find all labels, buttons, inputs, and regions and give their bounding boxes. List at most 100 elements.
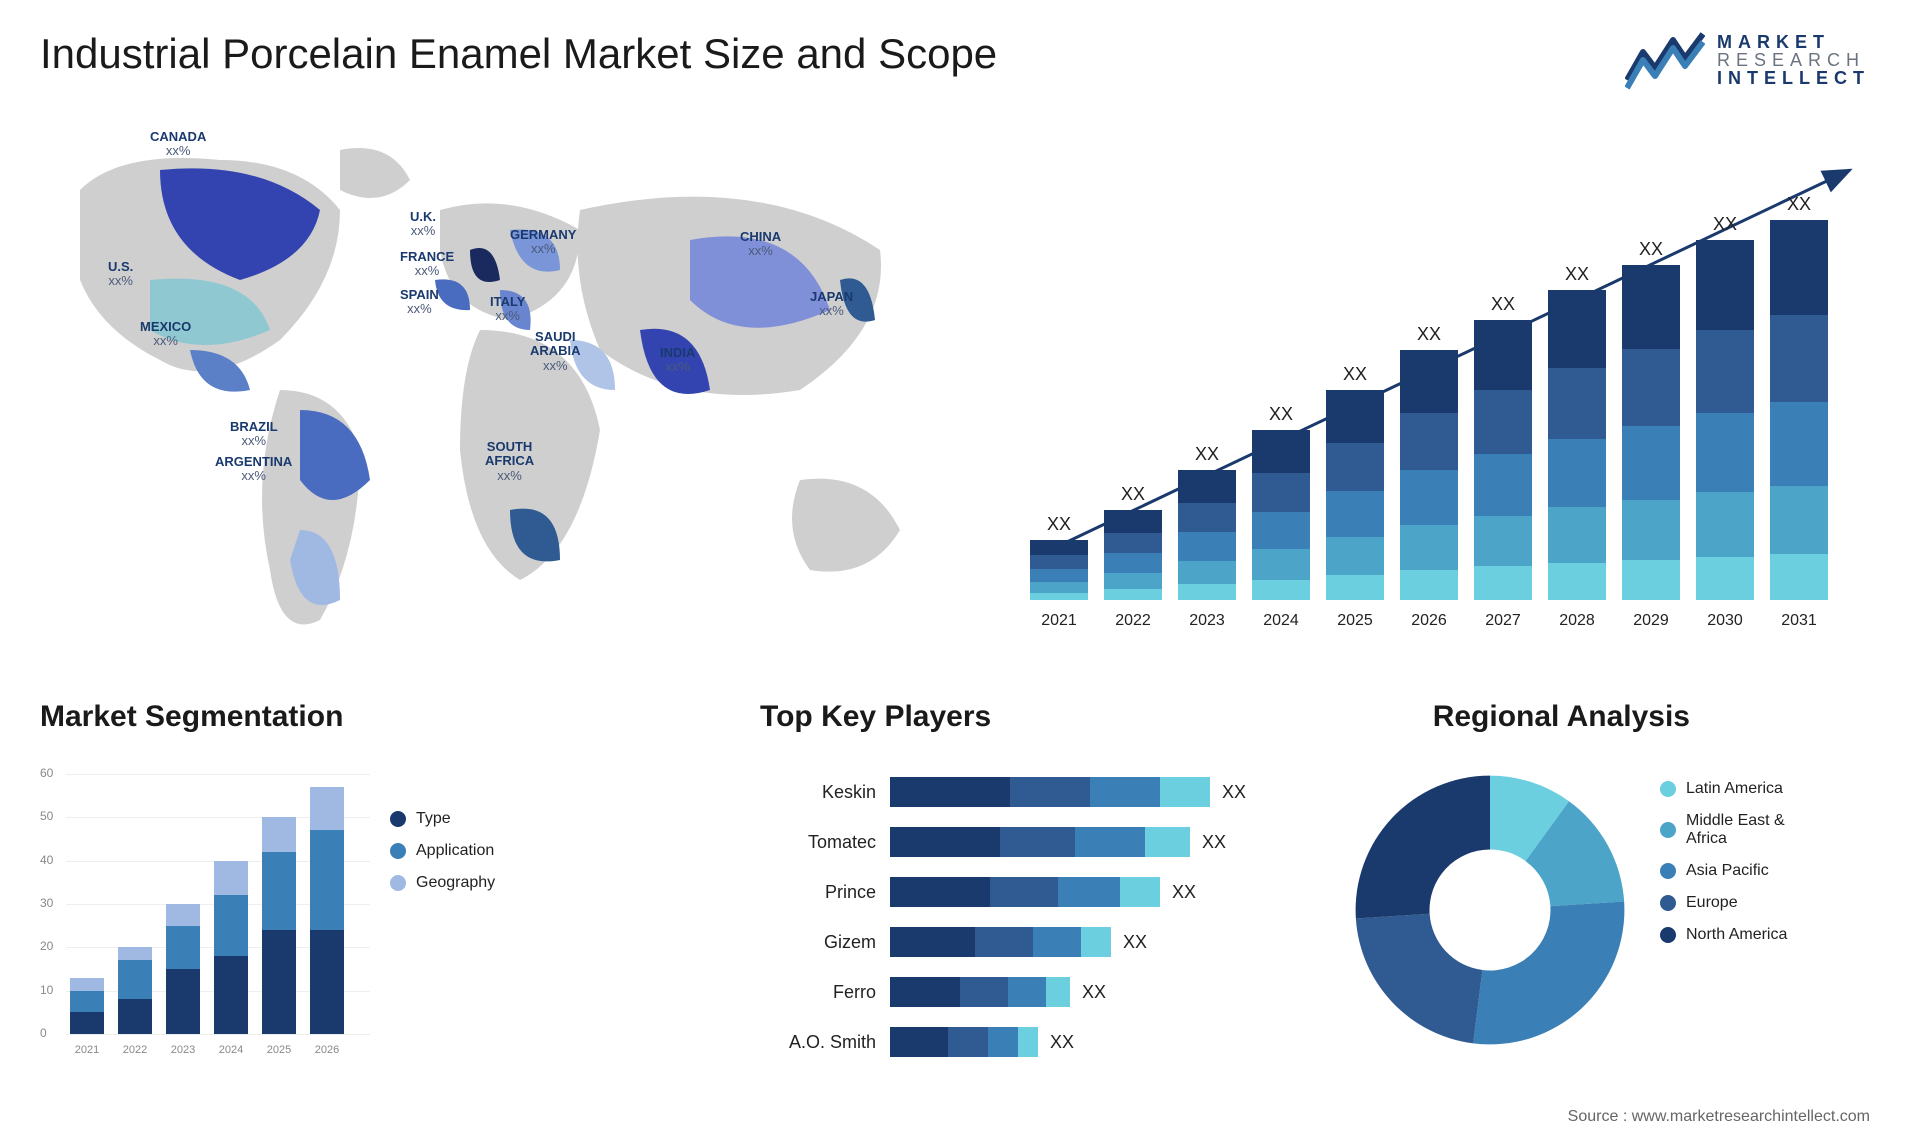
bar-segment <box>118 947 152 960</box>
legend-swatch-icon <box>1660 863 1676 879</box>
map-label: CANADAxx% <box>150 130 206 159</box>
player-row: FerroXX <box>760 970 1280 1014</box>
growth-bar: XX <box>1178 470 1236 600</box>
bar-value-label: XX <box>1104 484 1162 505</box>
legend-item: Europe <box>1660 894 1787 912</box>
bar-segment <box>1160 777 1210 807</box>
legend-label: Asia Pacific <box>1686 862 1769 880</box>
bar-segment <box>310 930 344 1034</box>
bar-segment <box>1030 540 1088 555</box>
player-value: XX <box>1123 932 1147 953</box>
bar-segment <box>166 904 200 926</box>
bar-value-label: XX <box>1400 324 1458 345</box>
growth-x-label: 2030 <box>1696 612 1754 630</box>
bar-segment <box>1622 560 1680 600</box>
growth-bar: XX <box>1622 265 1680 600</box>
bar-segment <box>1104 573 1162 589</box>
map-label: SOUTHAFRICAxx% <box>485 440 534 483</box>
legend-item: Type <box>390 810 495 828</box>
bar-segment <box>1400 470 1458 525</box>
growth-x-label: 2025 <box>1326 612 1384 630</box>
seg-x-label: 2025 <box>262 1044 296 1056</box>
bar-segment <box>1252 430 1310 473</box>
y-tick-label: 60 <box>40 766 53 780</box>
segmentation-title: Market Segmentation <box>40 700 343 734</box>
player-value: XX <box>1222 782 1246 803</box>
bar-segment <box>1018 1027 1038 1057</box>
bar-segment <box>975 927 1033 957</box>
segmentation-bar <box>310 787 344 1034</box>
y-tick-label: 30 <box>40 896 53 910</box>
player-bar <box>890 977 1070 1007</box>
legend-label: Latin America <box>1686 780 1783 798</box>
donut-slice <box>1356 776 1490 919</box>
growth-bar: XX <box>1252 430 1310 600</box>
player-bar <box>890 927 1111 957</box>
legend-label: Middle East &Africa <box>1686 812 1785 848</box>
map-label: ITALYxx% <box>490 295 525 324</box>
bar-segment <box>1696 492 1754 557</box>
growth-x-label: 2031 <box>1770 612 1828 630</box>
legend-item: Middle East &Africa <box>1660 812 1787 848</box>
growth-bar: XX <box>1326 390 1384 600</box>
bar-value-label: XX <box>1548 264 1606 285</box>
y-tick-label: 50 <box>40 809 53 823</box>
legend-label: North America <box>1686 926 1787 944</box>
bar-segment <box>1696 240 1754 330</box>
logo-mark-icon <box>1625 30 1705 90</box>
legend-swatch-icon <box>1660 895 1676 911</box>
bar-segment <box>310 830 344 930</box>
legend-item: Asia Pacific <box>1660 862 1787 880</box>
bar-segment <box>214 861 248 896</box>
segmentation-block: 0102030405060202120222023202420252026 Ty… <box>40 740 560 1070</box>
legend-swatch-icon <box>1660 822 1676 838</box>
map-label: MEXICOxx% <box>140 320 191 349</box>
player-bar <box>890 877 1160 907</box>
bar-segment <box>1010 777 1090 807</box>
legend-swatch-icon <box>1660 781 1676 797</box>
player-row: A.O. SmithXX <box>760 1020 1280 1064</box>
regional-block: Latin America Middle East &Africa Asia Pac… <box>1350 740 1870 1070</box>
bar-segment <box>214 956 248 1034</box>
bar-segment <box>1120 877 1160 907</box>
bar-segment <box>1178 584 1236 600</box>
bar-segment <box>1770 220 1828 315</box>
player-row: Gizem XX <box>760 920 1280 964</box>
bar-value-label: XX <box>1696 214 1754 235</box>
bar-segment <box>1770 315 1828 402</box>
bar-segment <box>890 777 1010 807</box>
bar-segment <box>1252 473 1310 512</box>
bar-segment <box>1030 555 1088 569</box>
legend-item: Geography <box>390 874 495 892</box>
bar-segment <box>1400 570 1458 600</box>
logo-line-3: INTELLECT <box>1717 69 1870 87</box>
y-tick-label: 20 <box>40 939 53 953</box>
bar-segment <box>214 895 248 956</box>
player-name: Gizem <box>760 932 890 953</box>
bar-segment <box>1104 533 1162 554</box>
growth-bar: XX <box>1474 320 1532 600</box>
bar-segment <box>1400 413 1458 471</box>
player-value: XX <box>1082 982 1106 1003</box>
bar-segment <box>262 852 296 930</box>
logo-line-1: MARKET <box>1717 33 1870 51</box>
bar-segment <box>1252 580 1310 600</box>
y-tick-label: 10 <box>40 983 53 997</box>
bar-segment <box>1046 977 1070 1007</box>
donut-slice <box>1356 914 1483 1044</box>
legend-item: Application <box>390 842 495 860</box>
legend-swatch-icon <box>390 843 406 859</box>
bar-segment <box>1696 413 1754 492</box>
bar-segment <box>1252 549 1310 580</box>
map-label: JAPANxx% <box>810 290 853 319</box>
segmentation-legend: Type Application Geography <box>390 810 495 906</box>
bar-segment <box>1622 265 1680 349</box>
bar-segment <box>1058 877 1120 907</box>
legend-label: Application <box>416 842 494 860</box>
growth-x-label: 2027 <box>1474 612 1532 630</box>
player-bar <box>890 777 1210 807</box>
seg-x-label: 2024 <box>214 1044 248 1056</box>
map-label: U.S.xx% <box>108 260 133 289</box>
segmentation-bar <box>262 817 296 1034</box>
bar-segment <box>1030 593 1088 600</box>
